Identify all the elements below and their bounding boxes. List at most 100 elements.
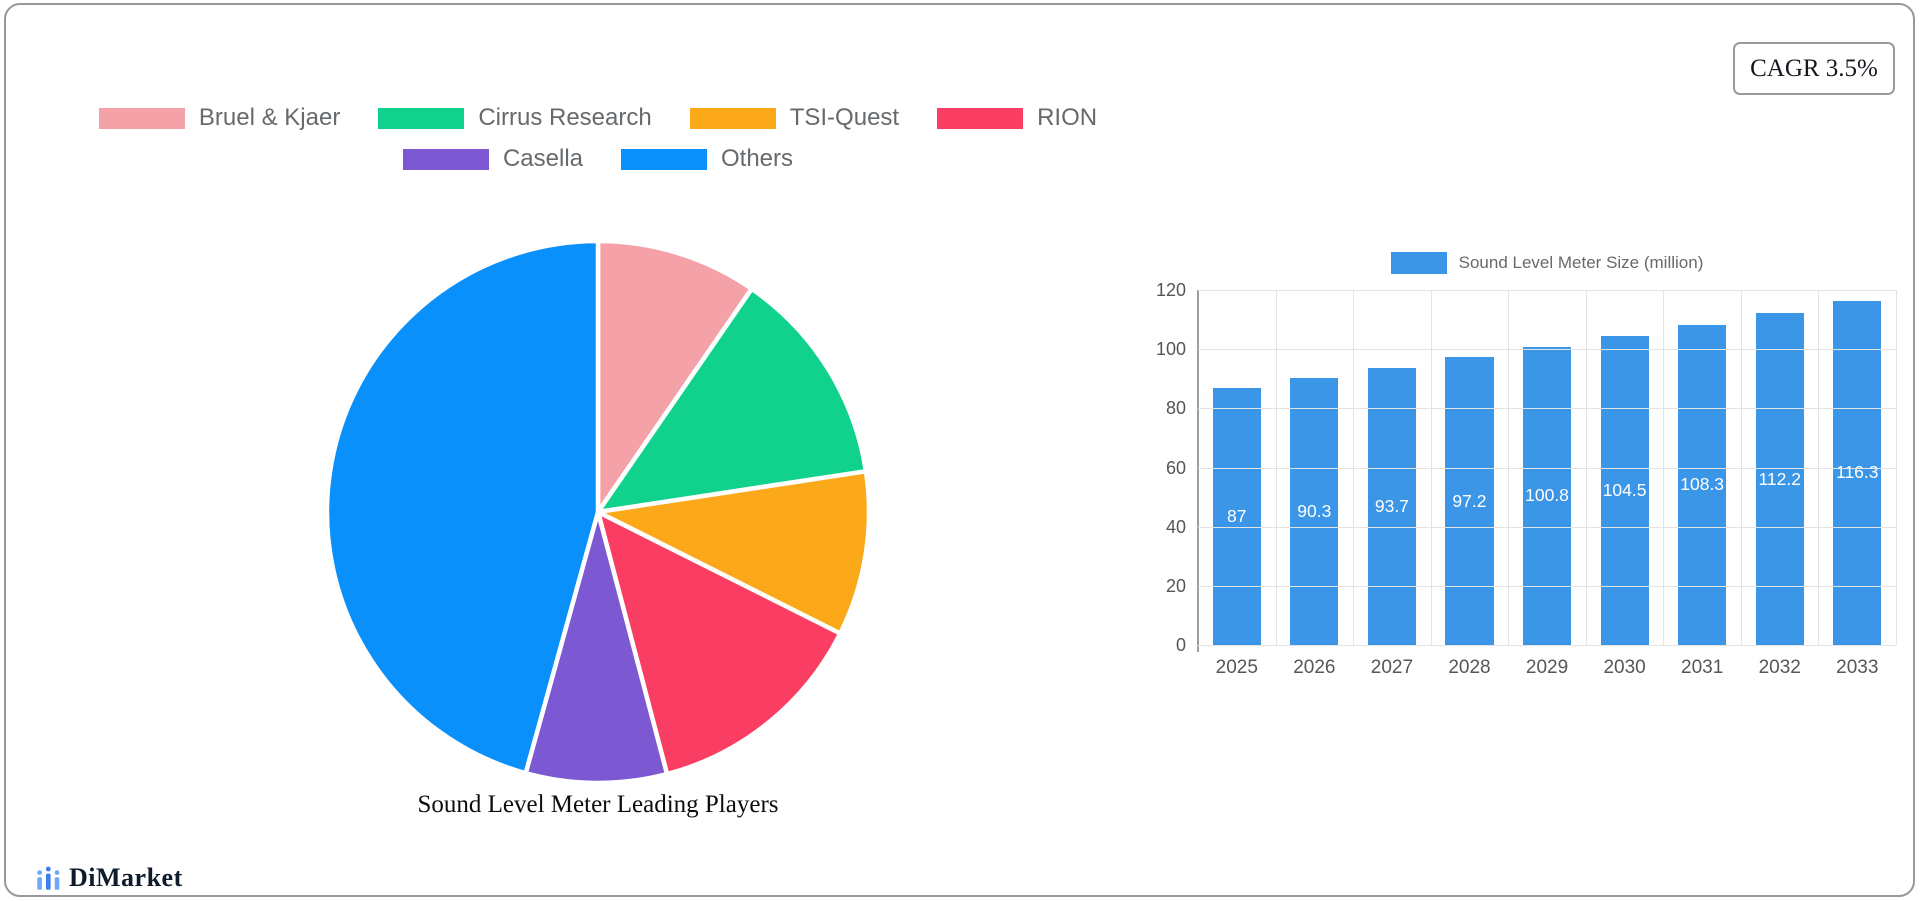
bar-2032[interactable]: 112.2 [1755,313,1804,645]
cagr-badge: CAGR 3.5% [1733,42,1895,95]
legend-label-others: Others [721,145,794,172]
bar-cell-2026: 90.3 [1276,290,1354,645]
gridline-h-0 [1198,645,1896,646]
pie-legend-row: Bruel & Kjaer Cirrus Research TSI-Quest RIO… [98,104,1097,132]
y-tick-label-80: 80 [1165,398,1186,419]
x-tick-label-2026: 2026 [1293,657,1336,678]
pie-chart-title: Sound Level Meter Leading Players [417,791,779,818]
bar-value-label-2026: 90.3 [1297,500,1332,521]
gridline-v-8 [1818,290,1820,645]
gridline-v-2 [1353,290,1355,645]
y-axis-line [1197,290,1199,652]
gridline-h-40 [1198,526,1896,528]
legend-label-casella: Casella [502,145,583,172]
bar-cell-2030: 104.5 [1586,290,1664,645]
y-tick-label-120: 120 [1155,280,1186,300]
pie-legend: Bruel & Kjaer Cirrus Research TSI-Quest RIO… [70,104,1126,173]
gridline-v-1 [1275,290,1277,645]
bar-value-label-2027: 93.7 [1374,495,1409,516]
bar-2031[interactable]: 108.3 [1678,324,1727,645]
gridline-v-3 [1430,290,1432,645]
pie-legend-row: Casella Others [402,145,793,173]
y-tick-label-100: 100 [1155,339,1186,360]
gridline-v-6 [1663,290,1665,645]
legend-item-bruel-kjaer[interactable]: Bruel & Kjaer [98,104,341,132]
legend-item-rion[interactable]: RION [937,104,1097,132]
bar-chart-legend[interactable]: Sound Level Meter Size (million) [1198,249,1896,277]
gridline-h-80 [1198,408,1896,410]
x-tick-label-2025: 2025 [1215,657,1258,678]
legend-label-bruel-kjaer: Bruel & Kjaer [198,104,341,131]
bar-value-label-2033: 116.3 [1836,462,1879,483]
pie-slice-casella[interactable] [523,509,670,786]
gridline-v-7 [1740,290,1742,645]
pie-slice-rion[interactable] [595,509,843,777]
legend-item-others[interactable]: Others [621,145,793,173]
legend-swatch-casella [402,148,489,170]
legend-swatch-rion [937,107,1024,129]
gridline-h-60 [1198,467,1896,469]
bar-value-label-2028: 97.2 [1452,490,1487,511]
pie-chart [324,238,872,786]
brand-name: DiMarket [69,863,183,892]
bar-legend-swatch [1390,252,1447,274]
brand-logo: DiMarket [35,863,183,893]
bar-2029[interactable]: 100.8 [1522,346,1572,645]
y-tick-label-40: 40 [1165,516,1186,537]
report-card: CAGR 3.5% Bruel & Kjaer Cirrus Research TS… [4,3,1915,897]
bar-value-label-2031: 108.3 [1680,474,1725,495]
bar-cell-2031: 108.3 [1663,290,1741,645]
dimarket-bars-icon [37,866,60,890]
bar-cell-2029: 100.8 [1508,290,1586,645]
bar-legend-label: Sound Level Meter Size (million) [1458,253,1704,272]
pie-slice-tsi-quest[interactable] [595,469,872,636]
bar-chart-x-axis-labels: 2025 2026 2027 2028 2029 2030 2031 2032 2033 [1198,657,1896,679]
legend-label-tsi-quest: TSI-Quest [789,104,900,131]
legend-item-cirrus-research[interactable]: Cirrus Research [378,104,652,132]
legend-label-rion: RION [1037,104,1098,131]
bar-2027[interactable]: 93.7 [1367,367,1416,645]
y-tick-label-20: 20 [1165,575,1186,596]
x-tick-label-2027: 2027 [1370,657,1414,678]
legend-swatch-others [621,148,707,170]
cagr-label: CAGR 3.5% [1750,54,1878,82]
bar-cell-2033: 116.3 [1819,290,1897,645]
pie-slice-others[interactable] [324,238,601,776]
gridline-v-5 [1585,290,1587,645]
bar-value-label-2025: 87 [1227,505,1247,526]
x-tick-label-2028: 2028 [1448,657,1491,678]
gridline-h-100 [1198,349,1896,351]
bar-2028[interactable]: 97.2 [1445,357,1494,645]
bar-value-label-2032: 112.2 [1758,468,1801,489]
gridline-h-120 [1198,290,1896,291]
x-tick-label-2030: 2030 [1603,657,1646,678]
y-tick-label-60: 60 [1165,457,1186,478]
legend-swatch-bruel-kjaer [98,107,185,129]
gridline-v-4 [1508,290,1510,645]
x-tick-label-2032: 2032 [1758,657,1801,678]
bar-cell-2028: 97.2 [1431,290,1509,645]
bar-cell-2025: 87 [1198,290,1276,645]
pie-slice-bruel-kjaer[interactable] [595,238,754,515]
bar-value-label-2029: 100.8 [1525,485,1569,506]
bar-cell-2032: 112.2 [1741,290,1819,645]
bar-value-label-2030: 104.5 [1602,479,1647,500]
legend-swatch-cirrus-research [378,107,465,129]
bar-2033[interactable]: 116.3 [1833,300,1882,645]
x-tick-label-2029: 2029 [1525,657,1569,678]
bar-2026[interactable]: 90.3 [1290,377,1339,645]
gridline-v-9 [1896,290,1897,645]
legend-label-cirrus-research: Cirrus Research [478,104,652,131]
bar-cell-2027: 93.7 [1353,290,1431,645]
legend-item-casella[interactable]: Casella [402,145,583,173]
x-tick-label-2031: 2031 [1681,657,1724,678]
y-tick-label-0: 0 [1175,635,1186,655]
bars-row: 87 90.3 93.7 97.2 100.8 104.5 108.3 112.2 116.3 [1198,290,1896,645]
bar-2030[interactable]: 104.5 [1600,335,1649,645]
x-tick-label-2033: 2033 [1836,657,1879,678]
legend-item-tsi-quest[interactable]: TSI-Quest [689,104,900,132]
pie-slice-cirrus-research[interactable] [595,286,869,515]
bar-chart-y-axis-labels: 0 20 40 60 80 100 120 [1100,280,1186,655]
bar-chart-plot-area: 87 90.3 93.7 97.2 100.8 104.5 108.3 112.2 116.3 [1197,290,1897,652]
bar-2025[interactable]: 87 [1212,387,1261,645]
